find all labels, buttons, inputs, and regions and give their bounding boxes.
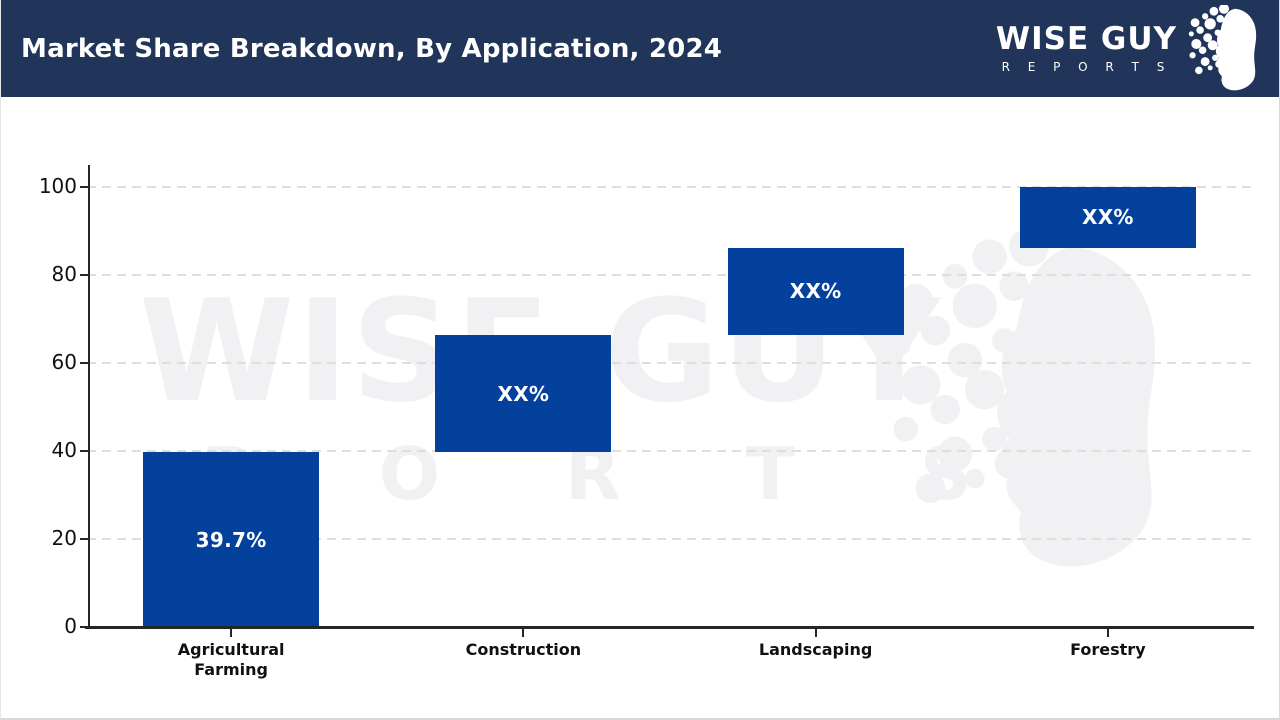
- gridline-40: [87, 450, 1254, 452]
- y-tick-20: [80, 538, 88, 540]
- x-tick-label-4: Forestry: [1070, 640, 1146, 659]
- y-axis-line: [88, 165, 90, 629]
- y-tick-0: [80, 626, 88, 628]
- x-axis-line: [85, 626, 1254, 629]
- y-tick-label-60: 60: [51, 350, 77, 374]
- bar-forestry: XX%: [1019, 187, 1196, 248]
- x-tick-1: [230, 629, 233, 637]
- y-tick-label-100: 100: [38, 174, 77, 198]
- x-tick-3: [814, 629, 817, 637]
- y-tick-60: [80, 362, 88, 364]
- bar-construction: XX%: [435, 335, 612, 453]
- logo-text: WISE GUY R E P O R T S: [995, 21, 1177, 74]
- bar-value-label: XX%: [789, 279, 842, 304]
- gridline-80: [87, 274, 1254, 276]
- y-tick-label-0: 0: [64, 614, 77, 638]
- y-tick-label-80: 80: [51, 262, 77, 286]
- bar-agricultural-farming: 39.7%: [143, 452, 320, 627]
- gridline-60: [87, 362, 1254, 364]
- x-tick-label-2: Construction: [465, 640, 582, 659]
- y-tick-40: [80, 450, 88, 452]
- wise-guy-logo: WISE GUY R E P O R T S: [995, 4, 1267, 93]
- y-tick-label-20: 20: [51, 526, 77, 550]
- bar-value-label: XX%: [1081, 205, 1134, 230]
- x-tick-label-3: Landscaping: [758, 640, 873, 659]
- x-tick-4: [1106, 629, 1109, 637]
- wise-guy-face-icon: [1188, 4, 1257, 90]
- x-tick-2: [522, 629, 525, 637]
- logo-subtitle: R E P O R T S: [1001, 60, 1172, 74]
- y-tick-label-40: 40: [51, 438, 77, 462]
- bar-landscaping: XX%: [727, 247, 904, 336]
- wise-guy-face-watermark-icon: [891, 232, 1156, 567]
- y-tick-80: [80, 274, 88, 276]
- gridline-100: [87, 186, 1254, 188]
- page-title: Market Share Breakdown, By Application, …: [21, 33, 723, 64]
- bar-value-label: XX%: [497, 381, 550, 406]
- logo-name: WISE GUY: [995, 21, 1177, 57]
- gridline-20: [87, 538, 1254, 540]
- bar-value-label: 39.7%: [195, 527, 267, 552]
- y-tick-100: [80, 186, 88, 188]
- x-tick-label-1: Agricultural Farming: [177, 640, 285, 679]
- header-bar: Market Share Breakdown, By Application, …: [1, 0, 1279, 97]
